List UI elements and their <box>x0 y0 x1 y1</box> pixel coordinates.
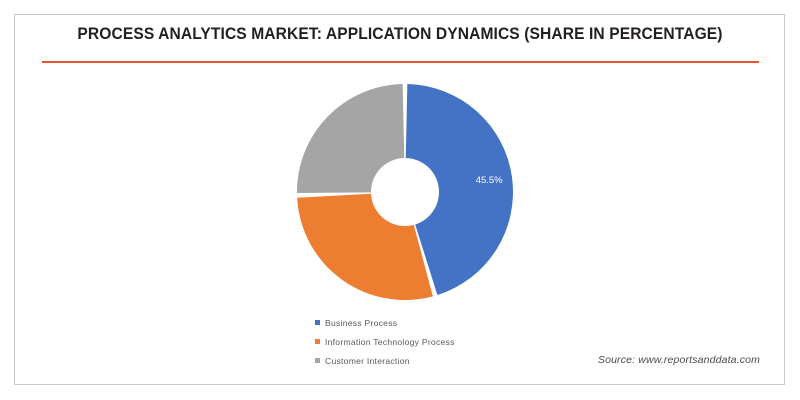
slice-data-label-business-process: 45.5% <box>476 175 503 186</box>
legend-swatch-icon-information-technology-process <box>315 339 320 344</box>
source-attribution: Source: www.reportsanddata.com <box>597 354 760 366</box>
donut-slice-group <box>297 84 513 300</box>
chart-card: PROCESS ANALYTICS MARKET: APPLICATION DY… <box>14 14 785 385</box>
chart-title-container: PROCESS ANALYTICS MARKET: APPLICATION DY… <box>30 23 770 45</box>
legend-label-customer-interaction: Customer Interaction <box>325 355 410 366</box>
legend-swatch-icon-business-process <box>315 320 320 325</box>
donut-slice-information-technology-process[interactable] <box>297 193 433 300</box>
legend-label-business-process: Business Process <box>325 317 398 328</box>
donut-chart: 45.5% <box>297 84 513 300</box>
donut-slice-business-process[interactable] <box>405 84 513 296</box>
legend-label-information-technology-process: Information Technology Process <box>325 336 455 347</box>
donut-chart-area: 45.5% <box>15 15 786 315</box>
title-divider <box>42 61 759 63</box>
legend-item-customer-interaction[interactable]: Customer Interaction <box>315 351 615 370</box>
legend-item-business-process[interactable]: Business Process <box>315 313 615 332</box>
donut-slice-customer-interaction[interactable] <box>297 84 405 194</box>
page-title: PROCESS ANALYTICS MARKET: APPLICATION DY… <box>77 25 723 43</box>
chart-legend: Business Process Information Technology … <box>315 313 615 370</box>
legend-item-information-technology-process[interactable]: Information Technology Process <box>315 332 615 351</box>
legend-swatch-icon-customer-interaction <box>315 358 320 363</box>
